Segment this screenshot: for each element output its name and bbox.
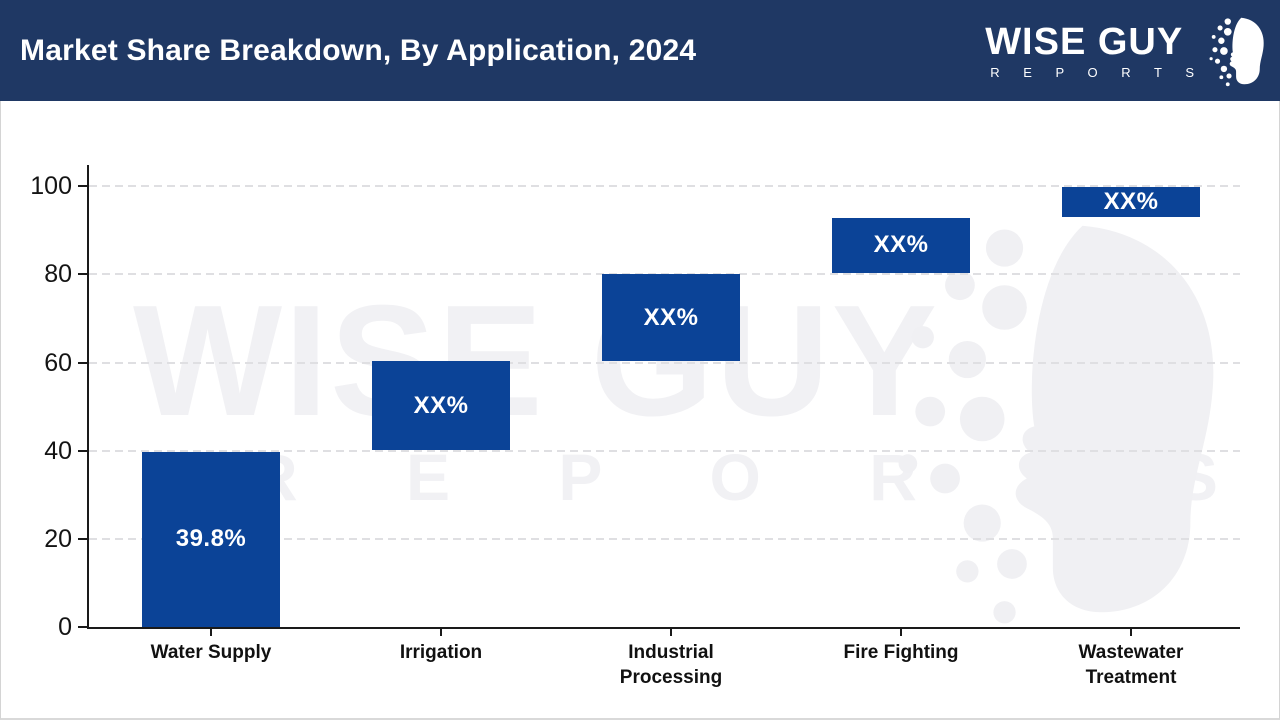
gridline-y-20 bbox=[89, 537, 1240, 540]
bar-irrigation: XX% bbox=[372, 361, 510, 450]
bar-fire-fighting: XX% bbox=[832, 217, 970, 273]
header-bar: Market Share Breakdown, By Application, … bbox=[0, 0, 1280, 101]
x-axis-line bbox=[87, 627, 1240, 629]
y-tick-label-80: 80 bbox=[44, 260, 72, 289]
y-tick-0 bbox=[78, 626, 87, 628]
x-category-label-water-supply: Water Supply bbox=[150, 642, 272, 663]
bar-water-supply: 39.8% bbox=[142, 451, 280, 627]
y-tick-label-40: 40 bbox=[44, 436, 72, 465]
bar-value-label-industrial-processing: XX% bbox=[643, 303, 699, 331]
x-category-label-industrial-processing: Industrial Processing bbox=[619, 642, 723, 688]
y-tick-80 bbox=[78, 273, 87, 276]
bar-value-label-water-supply: 39.8% bbox=[175, 525, 247, 553]
x-category-label-irrigation: Irrigation bbox=[399, 642, 483, 663]
y-tick-label-100: 100 bbox=[30, 172, 72, 201]
y-tick-100 bbox=[78, 185, 87, 188]
x-tick-fire-fighting bbox=[900, 627, 902, 636]
brand-subname: R E P O R T S bbox=[990, 65, 1204, 80]
logo-head-icon bbox=[1209, 17, 1264, 87]
brand-logo: WISE GUY R E P O R T S bbox=[985, 7, 1270, 95]
x-category-label-wastewater-treatment: Wastewater Treatment bbox=[1078, 642, 1184, 688]
x-tick-irrigation bbox=[440, 627, 442, 636]
gridline-y-100 bbox=[89, 185, 1240, 188]
gridline-y-60 bbox=[89, 361, 1240, 364]
bar-value-label-wastewater-treatment: XX% bbox=[1103, 187, 1159, 215]
brand-name: WISE GUY bbox=[985, 21, 1184, 63]
bar-industrial-processing: XX% bbox=[602, 273, 740, 362]
bar-value-label-fire-fighting: XX% bbox=[873, 231, 929, 259]
x-tick-wastewater-treatment bbox=[1130, 627, 1132, 636]
y-tick-label-0: 0 bbox=[58, 613, 72, 641]
gridline-y-40 bbox=[89, 449, 1240, 452]
x-category-label-fire-fighting: Fire Fighting bbox=[843, 642, 959, 663]
bar-wastewater-treatment: XX% bbox=[1062, 186, 1200, 218]
y-tick-label-20: 20 bbox=[44, 524, 72, 553]
y-axis-line bbox=[87, 165, 89, 629]
x-tick-water-supply bbox=[210, 627, 212, 636]
x-tick-industrial-processing bbox=[670, 627, 672, 636]
y-tick-20 bbox=[78, 537, 87, 540]
y-tick-label-60: 60 bbox=[44, 348, 72, 377]
bar-value-label-irrigation: XX% bbox=[413, 391, 469, 419]
page-title: Market Share Breakdown, By Application, … bbox=[20, 33, 697, 67]
y-tick-40 bbox=[78, 449, 87, 452]
y-tick-60 bbox=[78, 361, 87, 364]
